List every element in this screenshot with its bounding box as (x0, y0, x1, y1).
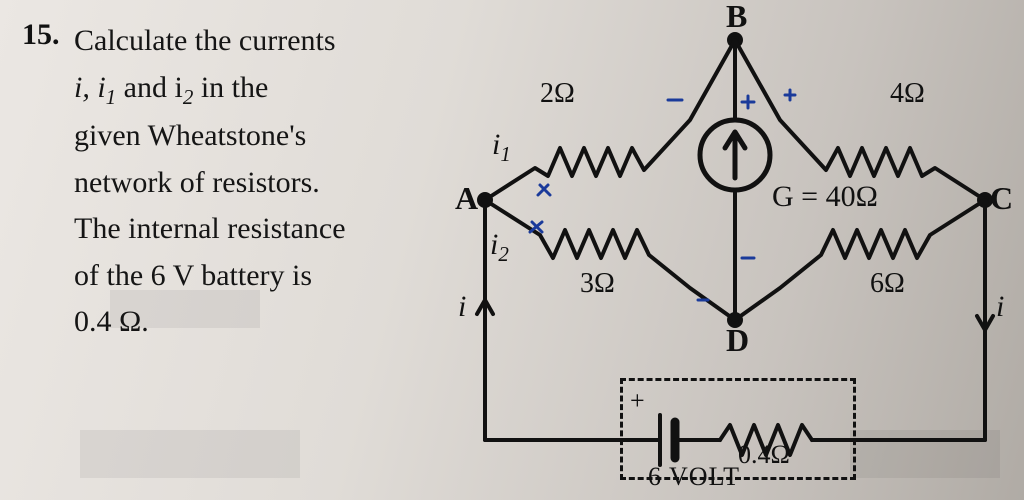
resistor-bc-label: 4Ω (890, 78, 925, 110)
current-i2-label: i2 (490, 228, 509, 267)
node-b-label: B (726, 0, 747, 35)
node-a-label: A (455, 180, 478, 217)
wheatstone-diagram: A B C D 2Ω 4Ω 3Ω 6Ω G = 40Ω i1 i2 i i + … (430, 0, 1024, 500)
resistor-ab-label: 2Ω (540, 78, 575, 110)
galvanometer-label: G = 40Ω (772, 180, 878, 214)
node-d-label: D (726, 322, 749, 359)
battery-plus: + (630, 386, 645, 416)
question-text: 15.Calculate the currentsi, i1 and i2 in… (22, 18, 442, 346)
current-i-left-label: i (458, 290, 466, 324)
current-i1-label: i1 (492, 128, 511, 167)
resistor-dc-label: 6Ω (870, 268, 905, 300)
current-i-right-label: i (996, 290, 1004, 324)
question-body: Calculate the currentsi, i1 and i2 in th… (74, 18, 434, 346)
resistor-ad-label: 3Ω (580, 268, 615, 300)
node-c-label: C (990, 180, 1013, 217)
battery-volt-label: 6 VOLT (648, 462, 740, 492)
internal-r-label: 0.4Ω (738, 440, 790, 470)
question-number: 15. (22, 18, 74, 52)
